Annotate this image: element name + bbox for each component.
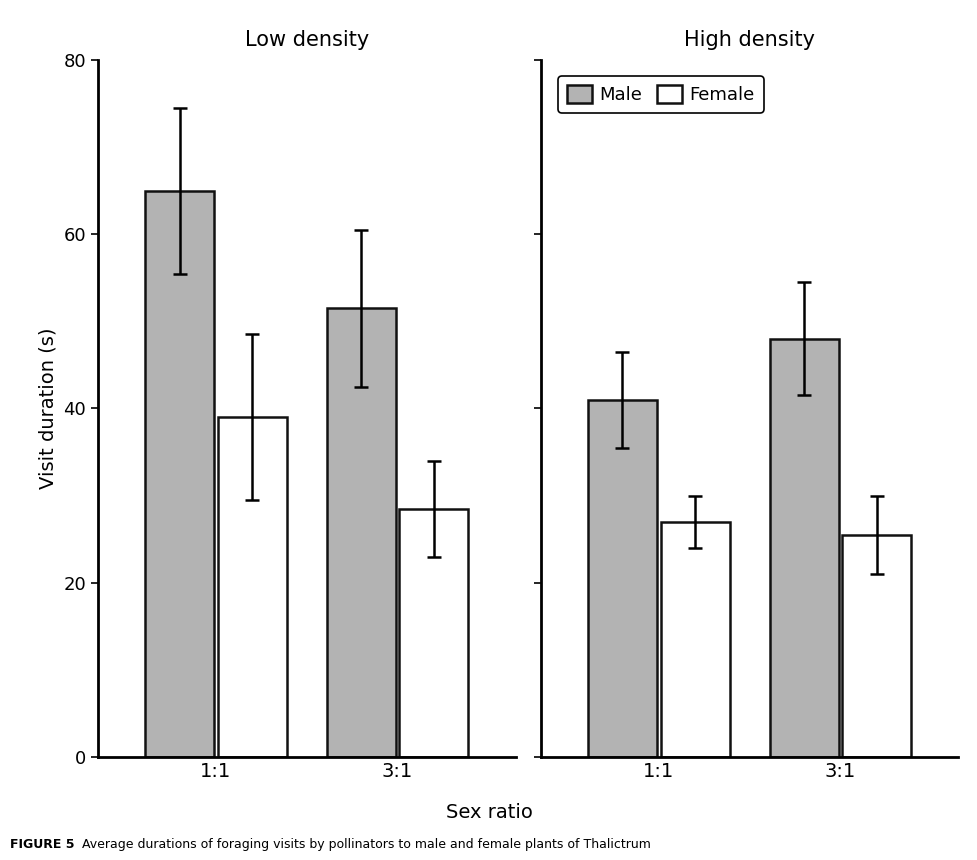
Title: High density: High density [683,30,814,51]
Text: Average durations of foraging visits by pollinators to male and female plants of: Average durations of foraging visits by … [70,838,651,851]
Text: FIGURE 5: FIGURE 5 [10,838,74,851]
Y-axis label: Visit duration (s): Visit duration (s) [39,328,58,489]
Legend: Male, Female: Male, Female [558,77,763,113]
Title: Low density: Low density [244,30,368,51]
Bar [841,535,911,757]
Bar [659,522,729,757]
Bar [145,191,214,757]
Bar [218,417,286,757]
Bar [326,309,396,757]
Bar [769,339,837,757]
Text: Sex ratio: Sex ratio [446,803,531,822]
Bar [587,400,657,757]
Bar [399,508,468,757]
